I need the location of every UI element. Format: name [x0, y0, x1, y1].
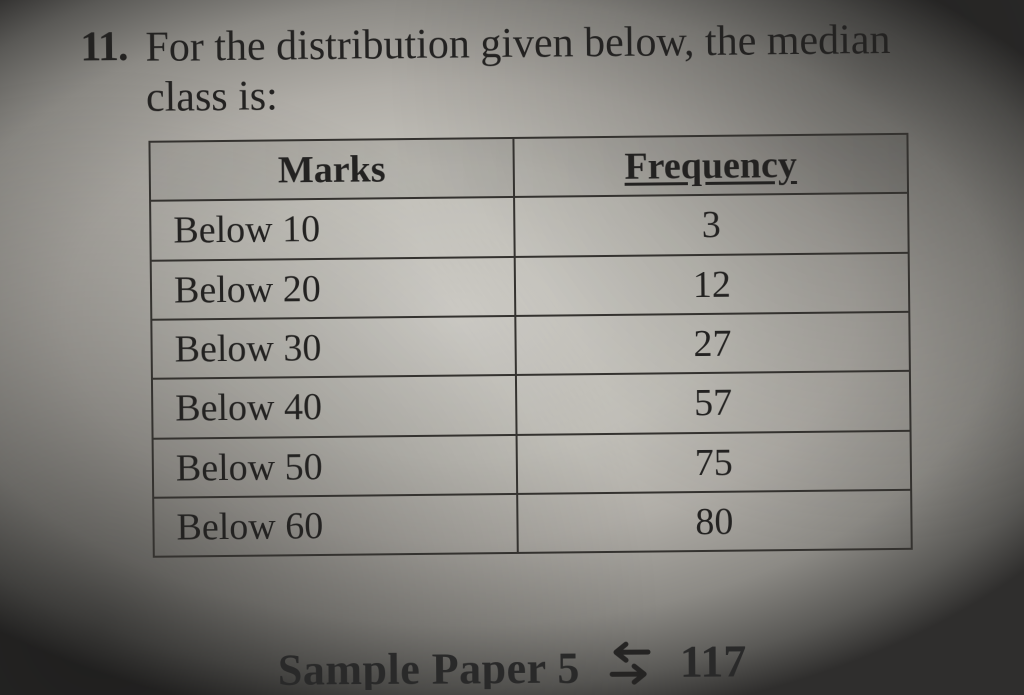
page-content: 11. For the distribution given below, th…	[57, 15, 963, 559]
table-row: Below 60 80	[153, 490, 912, 557]
cell-frequency: 75	[516, 430, 911, 493]
cell-marks: Below 20	[151, 257, 515, 320]
cell-frequency: 3	[514, 193, 909, 256]
cell-marks: Below 10	[150, 197, 514, 260]
cell-frequency: 12	[515, 253, 910, 316]
page-nav-arrows-icon	[598, 638, 662, 688]
distribution-table: Marks Frequency Below 10 3 Below 20 12 B…	[148, 133, 912, 558]
table-header-row: Marks Frequency	[149, 134, 908, 201]
cell-frequency: 57	[516, 371, 911, 434]
cell-frequency: 80	[517, 490, 912, 553]
cell-marks: Below 30	[151, 316, 515, 379]
footer-sample-paper-label: Sample Paper 5	[278, 643, 580, 691]
table-row: Below 30 27	[151, 312, 910, 379]
question-text: For the distribution given below, the me…	[145, 16, 936, 123]
swap-arrows-icon	[598, 638, 662, 688]
page-number: 117	[680, 634, 747, 687]
cell-marks: Below 40	[152, 375, 516, 438]
col-header-marks: Marks	[149, 138, 513, 201]
page-footer: Sample Paper 5 117	[0, 613, 1024, 692]
cell-frequency: 27	[515, 312, 910, 375]
col-header-frequency: Frequency	[513, 134, 908, 197]
table-row: Below 40 57	[152, 371, 911, 438]
cell-marks: Below 60	[153, 494, 517, 557]
question-row: 11. For the distribution given below, th…	[57, 15, 958, 124]
cell-marks: Below 50	[153, 435, 517, 498]
table-row: Below 50 75	[153, 430, 912, 497]
question-number: 11.	[57, 24, 127, 71]
table-row: Below 20 12	[151, 253, 910, 320]
col-header-frequency-label: Frequency	[624, 144, 797, 188]
table-row: Below 10 3	[150, 193, 909, 260]
